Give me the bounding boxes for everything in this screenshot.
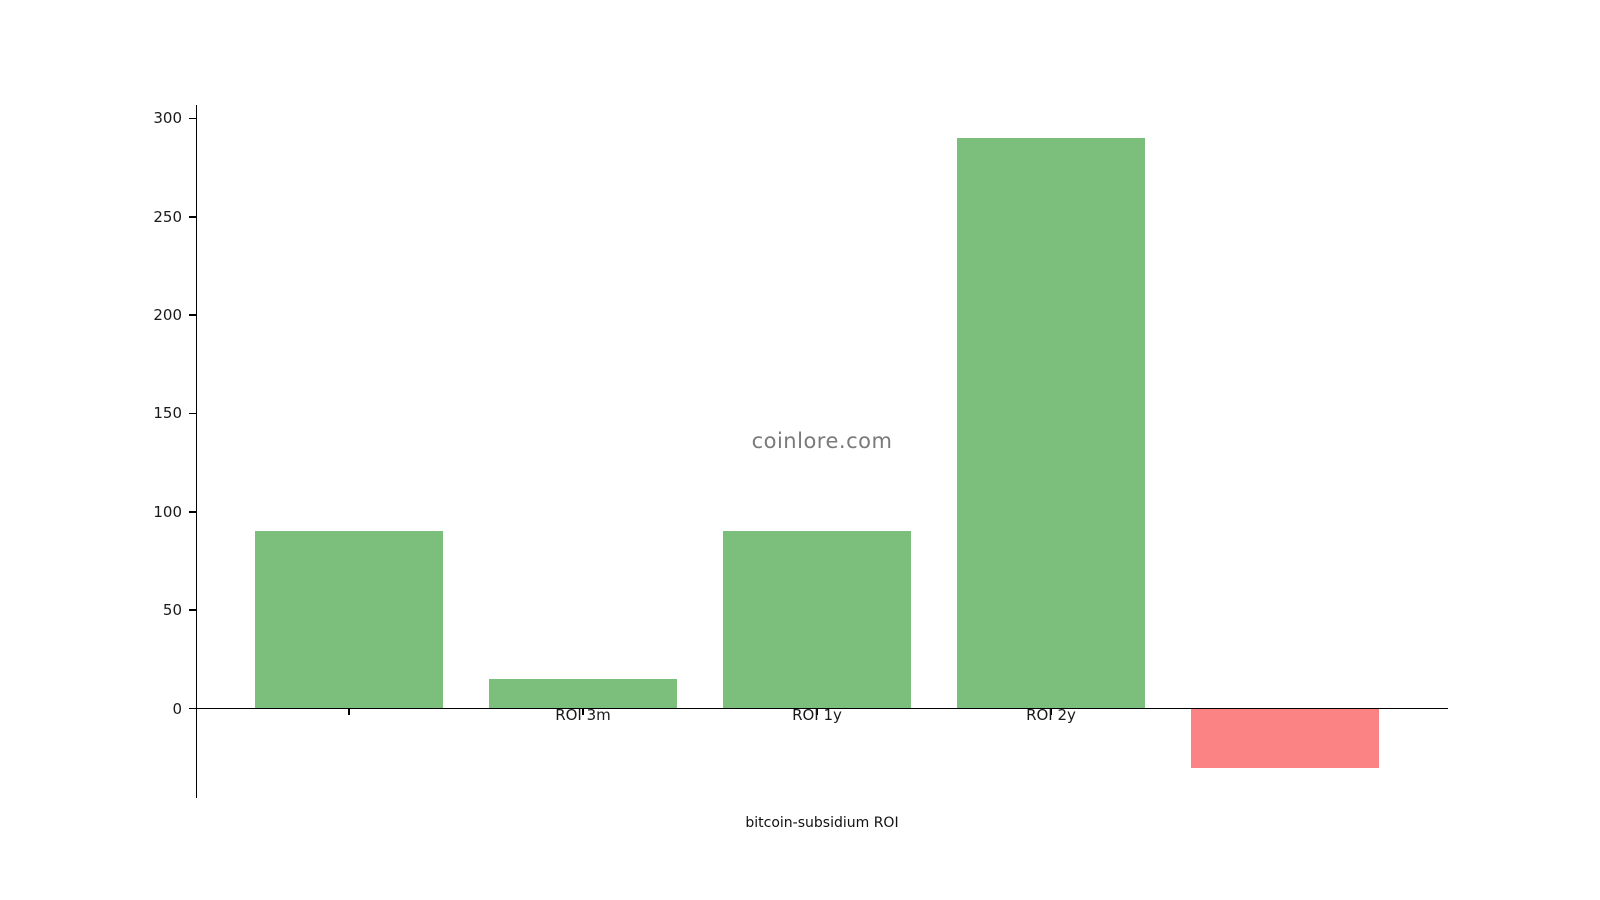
- x-tick-label: ROI 2y: [1026, 706, 1076, 724]
- y-tick-mark: [188, 511, 196, 513]
- y-tick-mark: [188, 216, 196, 218]
- bar-unlabeled-4: [1191, 709, 1379, 769]
- y-tick-label: 100: [153, 502, 182, 521]
- y-tick-mark: [188, 117, 196, 120]
- x-tick-mark: [348, 709, 350, 716]
- x-axis-title: bitcoin-subsidium ROI: [745, 815, 899, 831]
- y-tick-mark: [188, 707, 196, 710]
- y-tick-label: 150: [153, 404, 182, 423]
- x-tick-mark: [582, 709, 584, 716]
- bar-ROI 2y: [957, 138, 1145, 709]
- y-tick-label: 0: [172, 699, 182, 718]
- y-tick-label: 200: [153, 306, 182, 325]
- y-tick-mark: [188, 609, 196, 611]
- y-axis-line: [195, 105, 197, 798]
- x-tick-label: ROI 1y: [792, 706, 842, 724]
- y-tick-label: 300: [153, 109, 182, 128]
- watermark-text: coinlore.com: [751, 429, 893, 453]
- x-axis-line: [197, 707, 1448, 710]
- y-tick-mark: [188, 412, 196, 415]
- x-tick-mark: [816, 709, 818, 716]
- y-tick-label: 50: [162, 601, 182, 620]
- y-tick-label: 250: [153, 207, 182, 226]
- x-tick-label: ROI 3m: [555, 706, 611, 724]
- y-tick-mark: [188, 314, 196, 316]
- bar-ROI 1y: [723, 531, 911, 709]
- x-tick-mark: [1050, 709, 1052, 716]
- bar-unlabeled-0: [255, 531, 443, 709]
- bar-ROI 3m: [489, 678, 677, 709]
